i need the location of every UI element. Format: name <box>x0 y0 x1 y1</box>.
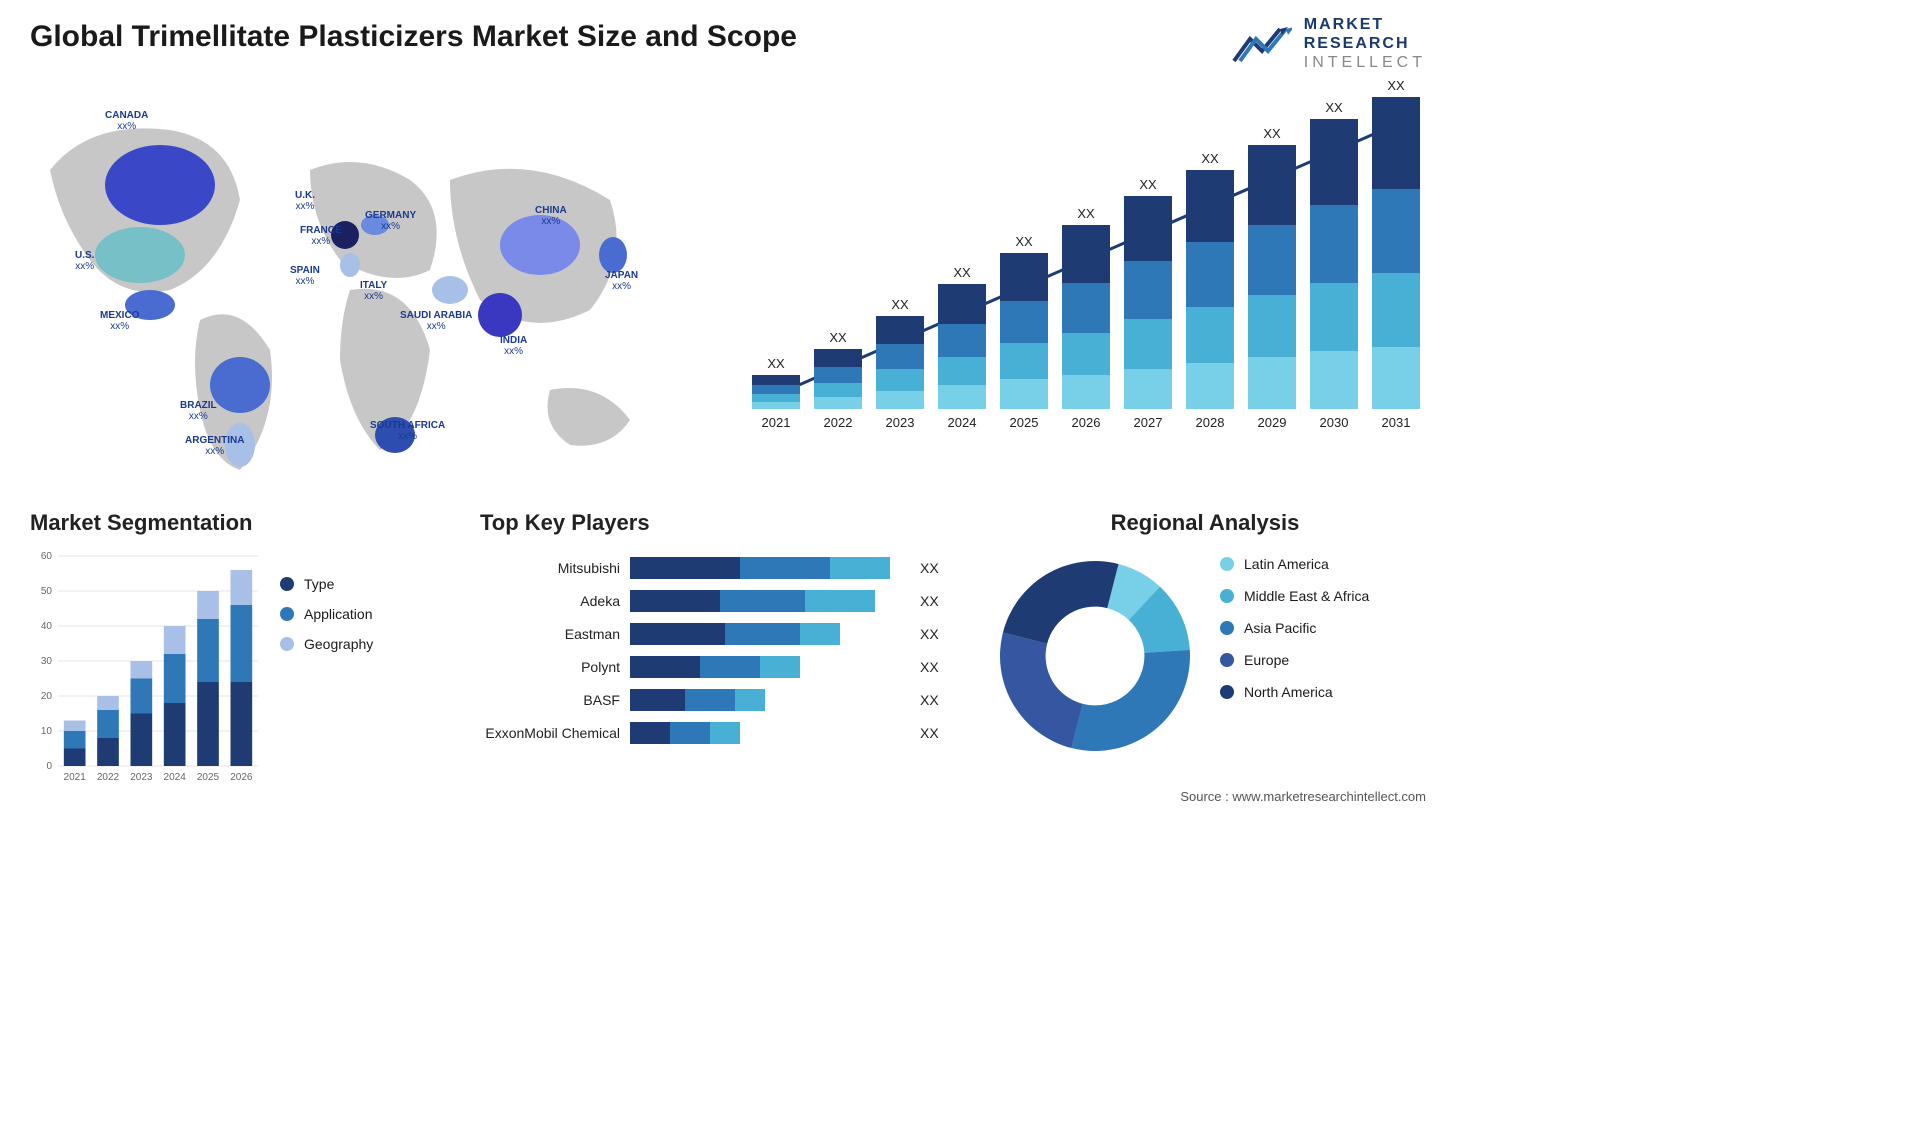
forecast-bar: XX2027 <box>1123 177 1173 430</box>
map-label: MEXICOxx% <box>100 310 139 332</box>
player-row: AdekaXX <box>480 584 970 617</box>
svg-text:2026: 2026 <box>230 772 253 783</box>
legend-item: Asia Pacific <box>1220 620 1369 636</box>
map-label: U.K.xx% <box>295 190 315 212</box>
forecast-bar: XX2031 <box>1371 78 1421 430</box>
player-row: PolyntXX <box>480 650 970 683</box>
player-row: MitsubishiXX <box>480 551 970 584</box>
regional-panel: Regional Analysis Latin America Middle Ea… <box>990 510 1420 761</box>
svg-text:20: 20 <box>41 691 53 702</box>
players-chart: MitsubishiXXAdekaXXEastmanXXPolyntXXBASF… <box>480 551 970 749</box>
players-panel: Top Key Players MitsubishiXXAdekaXXEastm… <box>480 510 970 749</box>
legend-item: Type <box>280 576 373 592</box>
world-map-svg <box>30 90 670 485</box>
forecast-bar: XX2023 <box>875 297 925 430</box>
forecast-bar: XX2026 <box>1061 206 1111 430</box>
legend-item: North America <box>1220 684 1369 700</box>
forecast-bar: XX2025 <box>999 234 1049 430</box>
legend-item: Latin America <box>1220 556 1369 572</box>
logo-mark-icon <box>1232 21 1292 66</box>
legend-item: Europe <box>1220 652 1369 668</box>
map-label: SPAINxx% <box>290 265 320 287</box>
svg-text:0: 0 <box>46 761 52 772</box>
svg-text:60: 60 <box>41 551 53 562</box>
player-row: ExxonMobil ChemicalXX <box>480 716 970 749</box>
map-label: GERMANYxx% <box>365 210 416 232</box>
forecast-bar: XX2021 <box>751 356 801 430</box>
svg-text:50: 50 <box>41 586 53 597</box>
forecast-bar: XX2029 <box>1247 126 1297 430</box>
forecast-bar: XX2024 <box>937 265 987 430</box>
map-label: BRAZILxx% <box>180 400 217 422</box>
logo-text: MARKET RESEARCH INTELLECT <box>1304 15 1426 73</box>
svg-text:2024: 2024 <box>164 772 187 783</box>
map-label: ARGENTINAxx% <box>185 435 244 457</box>
map-label: ITALYxx% <box>360 280 387 302</box>
regional-donut <box>990 551 1200 761</box>
forecast-bar: XX2028 <box>1185 151 1235 430</box>
segmentation-legend: Type Application Geography <box>280 576 373 796</box>
main-forecast-chart: XX2021XX2022XX2023XX2024XX2025XX2026XX20… <box>746 105 1426 455</box>
svg-text:2025: 2025 <box>197 772 220 783</box>
map-label: JAPANxx% <box>605 270 638 292</box>
map-label: SOUTH AFRICAxx% <box>370 420 445 442</box>
forecast-bar: XX2022 <box>813 330 863 430</box>
svg-text:2021: 2021 <box>64 772 87 783</box>
segmentation-panel: Market Segmentation 0 10 20 30 40 50 60 2021 202… <box>30 510 430 796</box>
svg-text:40: 40 <box>41 621 53 632</box>
svg-text:30: 30 <box>41 656 53 667</box>
player-row: EastmanXX <box>480 617 970 650</box>
map-label: CANADAxx% <box>105 110 148 132</box>
regional-title: Regional Analysis <box>990 510 1420 536</box>
source-attribution: Source : www.marketresearchintellect.com <box>1180 789 1426 804</box>
segmentation-title: Market Segmentation <box>30 510 430 536</box>
brand-logo: MARKET RESEARCH INTELLECT <box>1232 15 1426 73</box>
players-title: Top Key Players <box>480 510 970 536</box>
legend-item: Geography <box>280 636 373 652</box>
page-title: Global Trimellitate Plasticizers Market … <box>30 20 797 54</box>
map-label: FRANCExx% <box>300 225 342 247</box>
regional-legend: Latin America Middle East & Africa Asia Pa… <box>1220 556 1369 761</box>
svg-text:2023: 2023 <box>130 772 153 783</box>
svg-text:2022: 2022 <box>97 772 120 783</box>
map-label: SAUDI ARABIAxx% <box>400 310 472 332</box>
map-label: CHINAxx% <box>535 205 567 227</box>
map-label: INDIAxx% <box>500 335 527 357</box>
forecast-bar: XX2030 <box>1309 100 1359 430</box>
legend-item: Middle East & Africa <box>1220 588 1369 604</box>
segmentation-chart: 0 10 20 30 40 50 60 2021 2022 2023 2024 2025 2026 <box>30 546 260 796</box>
world-map: CANADAxx% U.S.xx% MEXICOxx% BRAZILxx% ARGENT… <box>30 90 670 485</box>
legend-item: Application <box>280 606 373 622</box>
svg-text:10: 10 <box>41 726 53 737</box>
player-row: BASFXX <box>480 683 970 716</box>
map-label: U.S.xx% <box>75 250 94 272</box>
